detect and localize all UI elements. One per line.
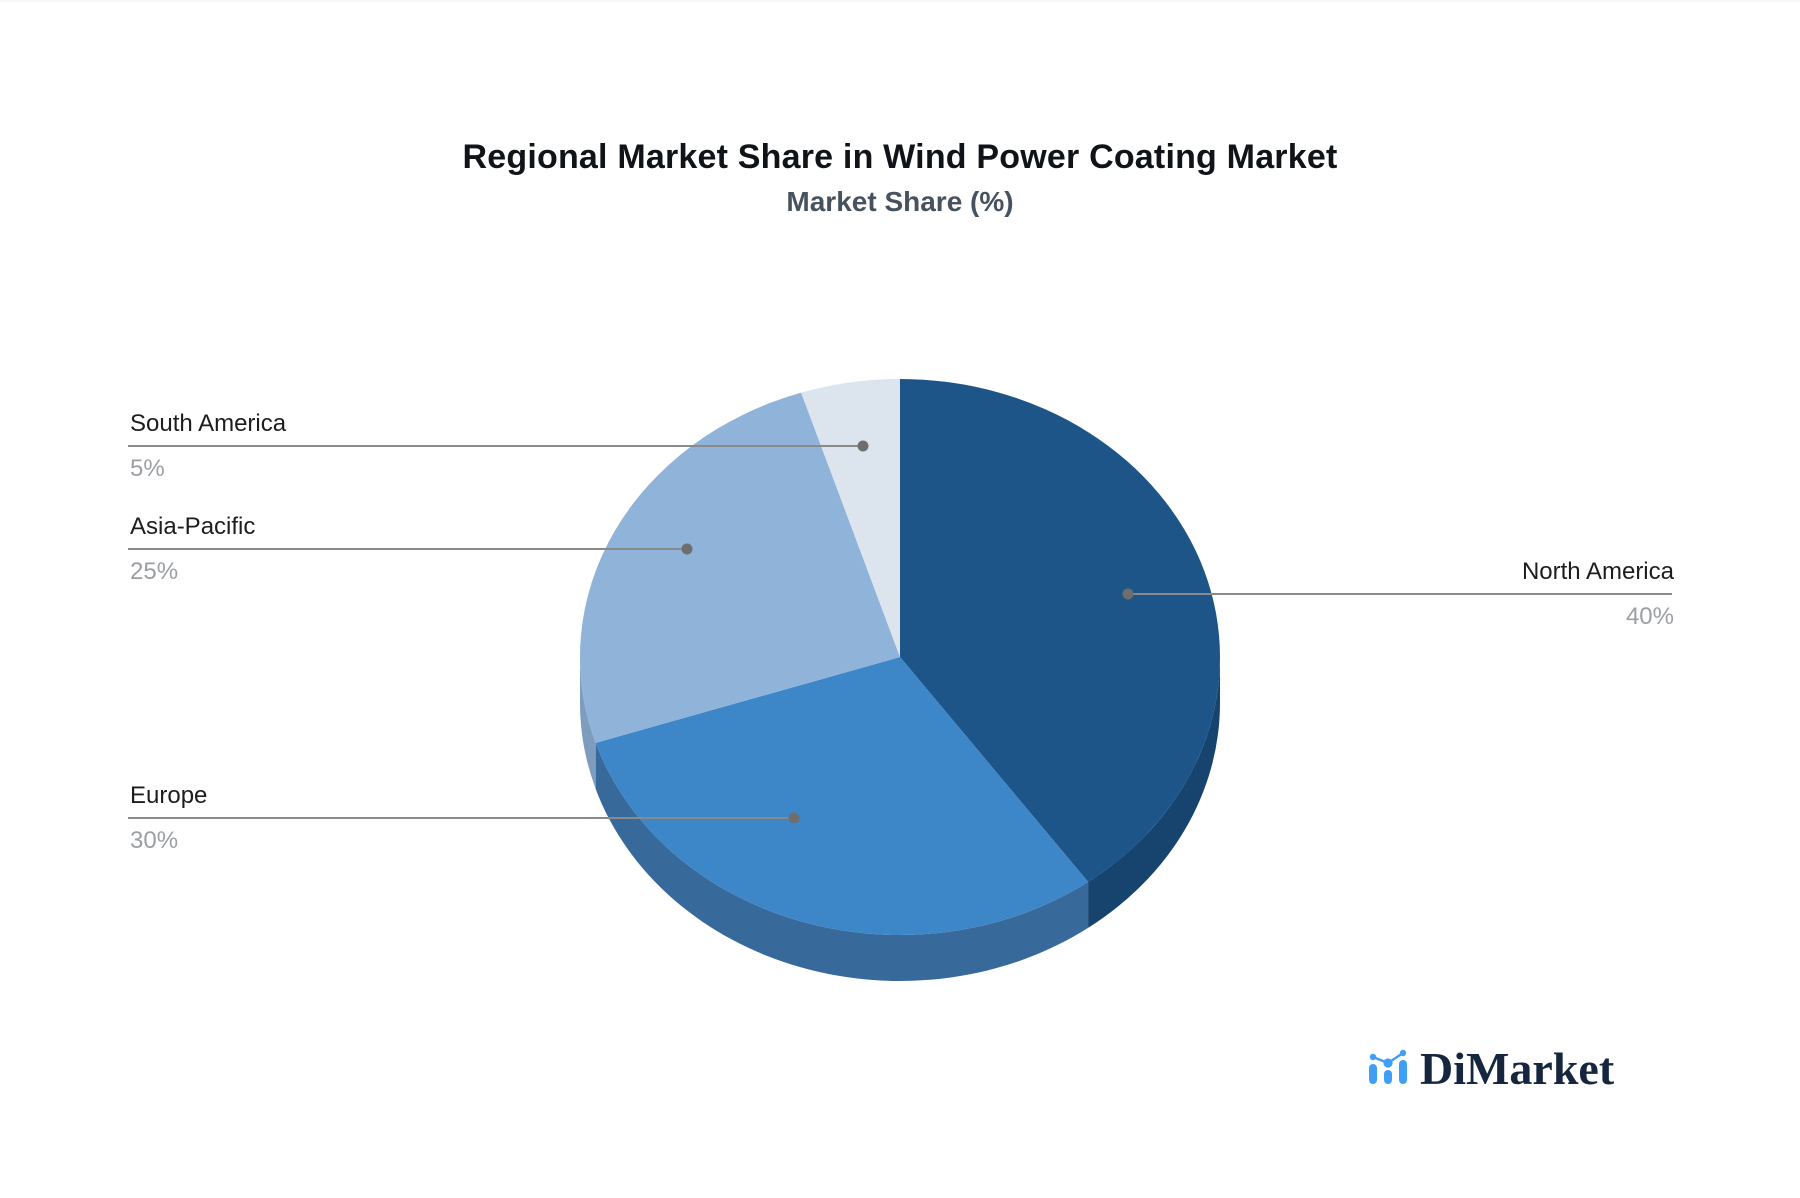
- leader-dot-asia-pacific: [681, 543, 693, 555]
- logo-text: DiMarket: [1420, 1043, 1615, 1094]
- slice-percent: 25%: [130, 558, 179, 585]
- pie-slice-side-north-america: [1088, 657, 1220, 928]
- pie-slice-south-america[interactable]: [801, 379, 900, 657]
- value-asia-pacific: 25%: [130, 558, 178, 586]
- leader-dot-north-america: [1122, 588, 1134, 600]
- pie-slice-north-america[interactable]: [900, 379, 1221, 882]
- pie-slice-side-asia-pacific: [580, 657, 596, 789]
- label-north-america: North America: [1522, 558, 1674, 586]
- chart-subtitle: Market Share (%): [786, 186, 1014, 217]
- value-europe: 30%: [130, 827, 178, 855]
- pie-slice-europe[interactable]: [595, 657, 1089, 936]
- chart-title: Regional Market Share in Wind Power Coat…: [462, 138, 1338, 176]
- pie-slice-side-europe: [595, 742, 1089, 982]
- value-south-america: 5%: [130, 455, 165, 483]
- leader-lines: [128, 440, 1672, 824]
- leader-dot-south-america: [857, 440, 869, 452]
- pie-slice-asia-pacific[interactable]: [579, 392, 900, 743]
- value-north-america: 40%: [1626, 603, 1674, 631]
- label-asia-pacific: Asia-Pacific: [130, 513, 255, 541]
- slice-percent: 40%: [1625, 603, 1674, 630]
- pie-3d-sides: [580, 657, 1220, 982]
- slice-name: North America: [1521, 558, 1674, 585]
- slice-name: Asia-Pacific: [130, 513, 256, 540]
- bar-line-chart-icon: [1369, 1049, 1407, 1084]
- slice-name: South America: [130, 410, 287, 437]
- slice-name: Europe: [130, 782, 208, 809]
- label-south-america: South America: [130, 410, 286, 438]
- leader-dot-europe: [788, 812, 800, 824]
- label-europe: Europe: [130, 782, 207, 810]
- slice-percent: 30%: [130, 827, 179, 854]
- slice-percent: 5%: [130, 455, 165, 482]
- pie-slices: [579, 379, 1221, 936]
